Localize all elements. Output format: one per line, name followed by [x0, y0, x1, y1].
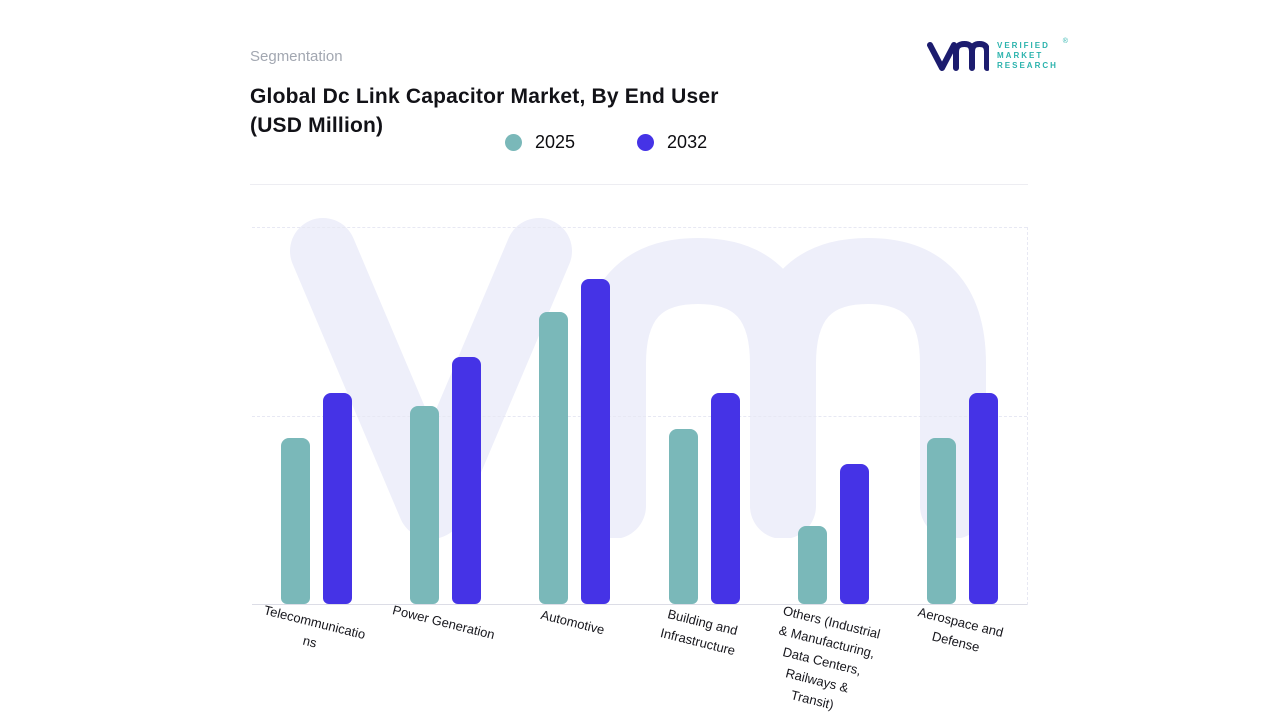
chart-legend: 2025 2032	[505, 132, 707, 153]
bar-group	[510, 227, 639, 604]
legend-label-2032: 2032	[667, 132, 708, 152]
bar-group	[381, 227, 510, 604]
bar-2025	[281, 438, 311, 604]
bar-2032	[452, 357, 482, 604]
vmr-logo-glyph-icon	[927, 41, 989, 71]
chart-title: Global Dc Link Capacitor Market, By End …	[250, 82, 870, 140]
bar-2032	[968, 392, 998, 604]
legend-item-2032: 2032	[637, 132, 707, 153]
bar-2025	[797, 526, 827, 604]
x-axis-label: Automotive	[539, 607, 607, 638]
segmentation-label: Segmentation	[250, 48, 343, 65]
bar-2032	[323, 392, 353, 604]
chart-title-line2: (USD Million)	[250, 114, 384, 137]
logo-line-verified: VERIFIED	[997, 41, 1050, 50]
x-axis-label: Power Generation	[391, 602, 497, 643]
legend-label-2025: 2025	[535, 132, 576, 152]
x-axis-line	[252, 604, 1027, 605]
bar-2025	[668, 428, 698, 604]
vmr-logo-wordmark: VERIFIED MARKET RESEARCH ®	[997, 38, 1068, 71]
logo-line-research: RESEARCH	[997, 61, 1058, 70]
bar-2025	[926, 438, 956, 604]
registered-trademark-icon: ®	[1062, 38, 1068, 45]
header-divider	[250, 184, 1028, 185]
legend-swatch-2025	[505, 134, 522, 151]
bar-group	[640, 227, 769, 604]
legend-item-2025: 2025	[505, 132, 575, 153]
legend-swatch-2032	[637, 134, 655, 151]
bar-2032	[839, 464, 869, 604]
x-axis-label: Building and Infrastructure	[658, 606, 739, 659]
bar-2032	[710, 392, 740, 604]
plot-area	[252, 227, 1028, 605]
logo-line-market: MARKET	[997, 51, 1044, 60]
bar-2032	[581, 279, 611, 604]
x-axis-label: Others (Industrial & Manufacturing, Data…	[777, 602, 882, 713]
x-axis-label: Aerospace and Defense	[916, 604, 1006, 655]
gridline-top	[252, 227, 1027, 228]
x-axis-label: Telecommunications	[262, 602, 367, 651]
bar-group	[769, 227, 898, 604]
gridline-middle	[252, 416, 1027, 417]
bar-groups	[252, 227, 1027, 604]
bar-2025	[410, 405, 440, 604]
bar-group	[252, 227, 381, 604]
chart-title-line1: Global Dc Link Capacitor Market, By End …	[250, 85, 719, 108]
x-axis-labels: Telecommunications Power Generation Automo…	[252, 602, 1028, 713]
bar-group	[898, 227, 1027, 604]
bar-2025	[539, 311, 569, 604]
vmr-logo: VERIFIED MARKET RESEARCH ®	[925, 36, 1068, 76]
